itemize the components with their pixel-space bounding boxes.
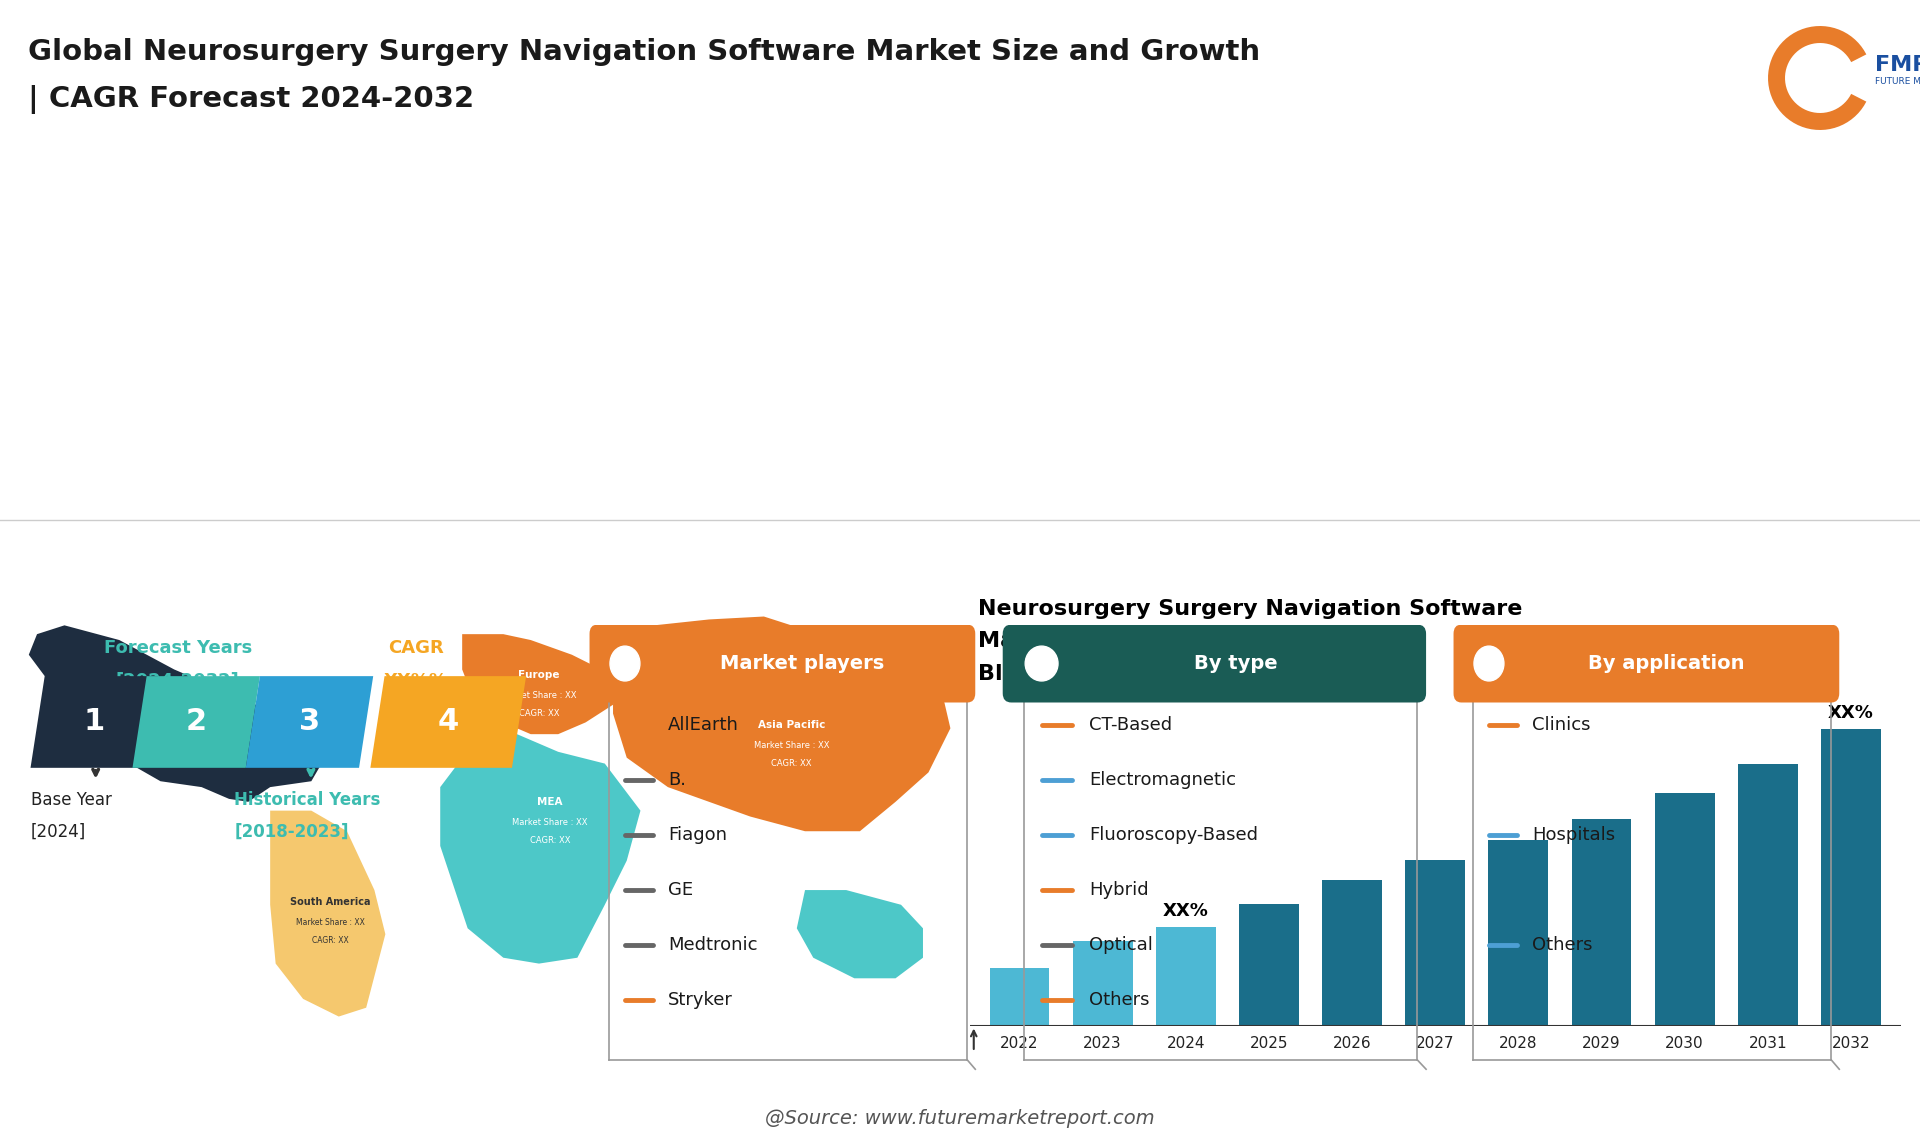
FancyBboxPatch shape — [1002, 625, 1427, 702]
Text: Others: Others — [1532, 936, 1594, 955]
Text: Fiagon: Fiagon — [668, 826, 728, 845]
Polygon shape — [31, 676, 157, 768]
Polygon shape — [797, 890, 924, 979]
Text: CAGR: XX: CAGR: XX — [530, 835, 570, 845]
Text: 3: 3 — [300, 707, 321, 737]
Text: Market Size Growth In: Market Size Growth In — [977, 631, 1256, 651]
Bar — [1238, 904, 1298, 1026]
Text: Base Year: Base Year — [31, 791, 111, 809]
Text: XX%: XX% — [1828, 705, 1874, 722]
Text: Others: Others — [1089, 991, 1150, 1010]
Text: @Source: www.futuremarketreport.com: @Source: www.futuremarketreport.com — [766, 1108, 1154, 1128]
Polygon shape — [1768, 26, 1866, 129]
Text: Market Share : XX: Market Share : XX — [123, 712, 198, 721]
Text: Market Share : XX: Market Share : XX — [513, 818, 588, 827]
Text: | CAGR Forecast 2024-2032: | CAGR Forecast 2024-2032 — [29, 85, 474, 113]
Circle shape — [1025, 646, 1058, 681]
Text: By type: By type — [1194, 654, 1279, 673]
Polygon shape — [29, 626, 324, 802]
Text: Clinics: Clinics — [1532, 716, 1592, 735]
Polygon shape — [271, 810, 386, 1017]
Text: Hybrid: Hybrid — [1089, 881, 1148, 900]
FancyBboxPatch shape — [589, 625, 975, 702]
Circle shape — [1764, 23, 1876, 133]
Text: Global Neurosurgery Surgery Navigation Software Market Size and Growth: Global Neurosurgery Surgery Navigation S… — [29, 38, 1260, 66]
Text: XX%%: XX%% — [384, 672, 447, 690]
Text: MEA: MEA — [538, 796, 563, 807]
Text: Bln or Mln: Bln or Mln — [977, 664, 1106, 684]
Bar — [1073, 941, 1133, 1026]
Circle shape — [611, 646, 639, 681]
Text: Fluoroscopy-Based: Fluoroscopy-Based — [1089, 826, 1258, 845]
Text: 2031: 2031 — [1749, 1036, 1788, 1051]
Text: Stryker: Stryker — [668, 991, 733, 1010]
Text: 4: 4 — [438, 707, 459, 737]
Text: By application: By application — [1588, 654, 1745, 673]
Polygon shape — [246, 676, 372, 768]
Text: 2024: 2024 — [1167, 1036, 1206, 1051]
Text: Optical: Optical — [1089, 936, 1154, 955]
Text: B.: B. — [668, 771, 685, 790]
Bar — [1572, 819, 1632, 1026]
Text: CAGR: XX: CAGR: XX — [313, 935, 349, 944]
Text: CAGR: XX: CAGR: XX — [518, 709, 559, 719]
Text: 2029: 2029 — [1582, 1036, 1620, 1051]
Text: FUTURE MARKET REPORT: FUTURE MARKET REPORT — [1876, 78, 1920, 86]
Text: GE: GE — [668, 881, 693, 900]
Text: [2018-2023]: [2018-2023] — [234, 823, 349, 841]
Bar — [1738, 764, 1797, 1026]
Polygon shape — [440, 735, 641, 964]
Text: Market Share : XX: Market Share : XX — [296, 918, 365, 927]
Text: AllEarth: AllEarth — [668, 716, 739, 735]
Text: South America: South America — [290, 897, 371, 906]
Text: 2025: 2025 — [1250, 1036, 1288, 1051]
Text: CAGR: CAGR — [388, 639, 444, 658]
Text: 2028: 2028 — [1500, 1036, 1538, 1051]
Text: XX%: XX% — [1164, 902, 1210, 920]
Circle shape — [1475, 646, 1503, 681]
Bar — [1488, 840, 1548, 1026]
Text: Market Share : XX: Market Share : XX — [753, 741, 829, 751]
Text: [2024-2032]: [2024-2032] — [115, 672, 240, 690]
Bar — [1655, 793, 1715, 1026]
Text: 2030: 2030 — [1665, 1036, 1703, 1051]
Text: Market players: Market players — [720, 654, 885, 673]
Text: 2022: 2022 — [1000, 1036, 1039, 1051]
Text: North
America: North America — [136, 685, 184, 707]
Text: 2026: 2026 — [1332, 1036, 1371, 1051]
Text: Electromagnetic: Electromagnetic — [1089, 771, 1236, 790]
Text: Medtronic: Medtronic — [668, 936, 758, 955]
Polygon shape — [371, 676, 526, 768]
Text: Asia Pacific: Asia Pacific — [758, 721, 826, 730]
Text: CAGR: XX: CAGR: XX — [140, 730, 180, 739]
Bar — [1156, 927, 1215, 1026]
Text: FMR: FMR — [1876, 55, 1920, 74]
Polygon shape — [132, 676, 259, 768]
Bar — [1405, 860, 1465, 1026]
Text: Historical Years: Historical Years — [234, 791, 380, 809]
Text: 1: 1 — [84, 707, 106, 737]
Text: Europe: Europe — [518, 670, 561, 681]
Bar — [1323, 880, 1382, 1026]
Text: Hospitals: Hospitals — [1532, 826, 1615, 845]
Text: 2032: 2032 — [1832, 1036, 1870, 1051]
Text: [2024]: [2024] — [31, 823, 86, 841]
Text: Forecast Years: Forecast Years — [104, 639, 252, 658]
Text: 2027: 2027 — [1415, 1036, 1455, 1051]
Bar — [989, 967, 1050, 1026]
Text: 2023: 2023 — [1083, 1036, 1121, 1051]
Text: Neurosurgery Surgery Navigation Software: Neurosurgery Surgery Navigation Software — [977, 599, 1523, 619]
FancyBboxPatch shape — [1453, 625, 1839, 702]
Bar — [1820, 729, 1882, 1026]
Text: Market Share : XX: Market Share : XX — [501, 691, 576, 700]
Text: CT-Based: CT-Based — [1089, 716, 1173, 735]
Text: CAGR: XX: CAGR: XX — [772, 759, 812, 768]
Text: 2: 2 — [186, 707, 207, 737]
Polygon shape — [612, 617, 950, 831]
Polygon shape — [463, 634, 612, 735]
